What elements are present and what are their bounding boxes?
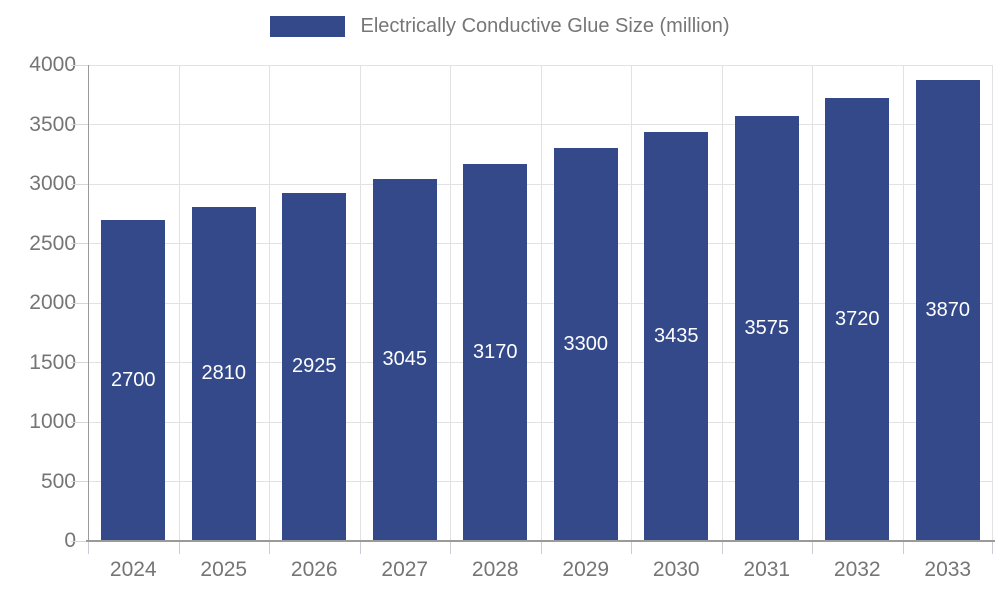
y-tick-label: 3500: [29, 112, 76, 136]
y-tick-mark: [71, 362, 88, 363]
v-gridline: [812, 65, 813, 541]
x-tick-mark: [269, 542, 270, 554]
v-gridline: [450, 65, 451, 541]
bar-2029: 3300: [553, 148, 618, 541]
x-axis-line: [86, 540, 995, 542]
x-tick-mark: [721, 542, 723, 554]
y-tick-mark: [71, 540, 88, 542]
x-tick-label: 2029: [562, 558, 610, 581]
legend-item[interactable]: Electrically Conductive Glue Size (milli…: [0, 15, 1000, 38]
bar-value-label: 3300: [563, 333, 609, 356]
v-gridline: [902, 65, 904, 541]
bar-value-label: 2810: [201, 362, 247, 385]
y-tick-label: 2500: [29, 231, 76, 255]
x-tick-mark: [812, 542, 813, 554]
y-tick-label: 3000: [29, 172, 76, 195]
y-tick-mark: [71, 124, 88, 125]
bar-2031: 3575: [734, 115, 799, 541]
legend-swatch: [270, 16, 346, 37]
v-gridline: [540, 65, 542, 541]
y-tick-label: 0: [64, 529, 76, 552]
x-tick-label: 2028: [471, 558, 519, 581]
x-tick-label: 2031: [743, 558, 791, 581]
plot-area: 2700 2810 2925 3045 3170 3300 3435 3575 3720 3870: [88, 64, 993, 541]
y-tick-mark: [71, 183, 88, 185]
bar-value-label: 3435: [654, 325, 699, 348]
v-gridline: [721, 65, 723, 541]
x-tick-label: 2033: [924, 558, 972, 581]
v-gridline: [269, 65, 270, 541]
y-tick-mark: [71, 421, 88, 423]
y-tick-label: 500: [40, 469, 76, 493]
bar-2032: 3720: [825, 98, 890, 541]
bar-value-label: 2925: [292, 355, 337, 378]
bar-2030: 3435: [644, 132, 709, 541]
y-tick-label: 1500: [29, 350, 76, 374]
y-tick-mark: [71, 243, 88, 244]
bar-2033: 3870: [915, 80, 980, 541]
bar-2028: 3170: [463, 163, 528, 541]
legend-label: Electrically Conductive Glue Size (milli…: [360, 15, 730, 37]
x-tick-label: 2030: [652, 558, 700, 581]
y-tick-label: 4000: [29, 53, 76, 76]
bar-value-label: 3575: [744, 316, 790, 339]
bar-2024: 2700: [101, 219, 166, 541]
bar-value-label: 3870: [925, 299, 971, 322]
x-tick-mark: [450, 542, 451, 554]
x-tick-mark: [359, 542, 361, 554]
x-tick-mark: [178, 542, 180, 554]
v-gridline: [178, 65, 180, 541]
x-tick-label: 2025: [200, 558, 248, 581]
y-tick-label: 2000: [29, 291, 76, 314]
y-tick-mark: [71, 64, 88, 66]
x-tick-label: 2024: [109, 558, 157, 581]
x-tick-label: 2027: [381, 558, 429, 581]
bar-value-label: 2700: [111, 368, 156, 391]
x-tick-mark: [88, 542, 89, 554]
bar-2025: 2810: [191, 206, 256, 541]
bar-value-label: 3170: [473, 340, 518, 363]
bar-value-label: 3045: [382, 348, 428, 371]
bar-2027: 3045: [372, 178, 437, 541]
x-tick-mark: [631, 542, 632, 554]
y-tick-mark: [71, 302, 88, 304]
v-gridline: [631, 65, 632, 541]
y-axis-line: [88, 65, 89, 541]
x-tick-label: 2026: [290, 558, 338, 581]
bar-2026: 2925: [282, 192, 347, 541]
x-tick-mark: [902, 542, 904, 554]
y-tick-mark: [71, 481, 88, 482]
y-tick-label: 1000: [29, 410, 76, 433]
x-tick-label: 2032: [833, 558, 881, 581]
x-tick-mark: [992, 542, 993, 554]
x-tick-mark: [540, 542, 542, 554]
bar-value-label: 3720: [835, 308, 880, 331]
v-gridline: [359, 65, 361, 541]
v-gridline: [992, 65, 993, 541]
